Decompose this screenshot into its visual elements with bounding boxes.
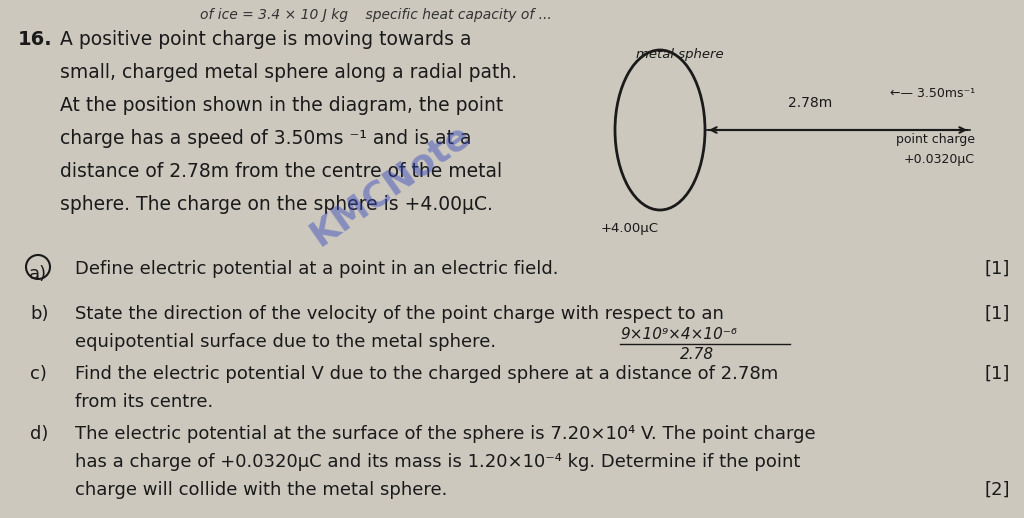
Text: metal sphere: metal sphere xyxy=(636,48,724,61)
Text: KMCNote: KMCNote xyxy=(303,118,476,253)
Text: has a charge of +0.0320μC and its mass is 1.20×10⁻⁴ kg. Determine if the point: has a charge of +0.0320μC and its mass i… xyxy=(75,453,801,471)
Text: +4.00μC: +4.00μC xyxy=(601,222,659,235)
Text: The electric potential at the surface of the sphere is 7.20×10⁴ V. The point cha: The electric potential at the surface of… xyxy=(75,425,816,443)
Text: [1]: [1] xyxy=(985,260,1010,278)
Text: 2.78: 2.78 xyxy=(680,347,714,362)
Text: Find the electric potential V due to the charged sphere at a distance of 2.78m: Find the electric potential V due to the… xyxy=(75,365,778,383)
Text: +0.0320μC: +0.0320μC xyxy=(904,153,975,166)
Text: small, charged metal sphere along a radial path.: small, charged metal sphere along a radi… xyxy=(60,63,517,82)
Text: b): b) xyxy=(30,305,48,323)
Text: c): c) xyxy=(30,365,47,383)
Text: d): d) xyxy=(30,425,48,443)
Text: [1]: [1] xyxy=(985,365,1010,383)
Text: from its centre.: from its centre. xyxy=(75,393,213,411)
Text: point charge: point charge xyxy=(896,133,975,146)
Text: equipotential surface due to the metal sphere.: equipotential surface due to the metal s… xyxy=(75,333,496,351)
Text: a): a) xyxy=(29,265,47,283)
Text: [2]: [2] xyxy=(984,481,1010,499)
Text: [1]: [1] xyxy=(985,305,1010,323)
Text: 2.78m: 2.78m xyxy=(787,96,833,110)
Text: distance of 2.78m from the centre of the metal: distance of 2.78m from the centre of the… xyxy=(60,162,502,181)
Text: At the position shown in the diagram, the point: At the position shown in the diagram, th… xyxy=(60,96,503,115)
Text: State the direction of the velocity of the point charge with respect to an: State the direction of the velocity of t… xyxy=(75,305,724,323)
Text: 9×10⁹×4×10⁻⁶: 9×10⁹×4×10⁻⁶ xyxy=(620,327,737,342)
Text: Define electric potential at a point in an electric field.: Define electric potential at a point in … xyxy=(75,260,558,278)
Text: sphere. The charge on the sphere is +4.00μC.: sphere. The charge on the sphere is +4.0… xyxy=(60,195,493,214)
Text: 16.: 16. xyxy=(18,30,52,49)
Text: A positive point charge is moving towards a: A positive point charge is moving toward… xyxy=(60,30,471,49)
Text: of ice = 3.4 × 10 J kg    specific heat capacity of ...: of ice = 3.4 × 10 J kg specific heat cap… xyxy=(200,8,552,22)
Text: charge has a speed of 3.50ms ⁻¹ and is at a: charge has a speed of 3.50ms ⁻¹ and is a… xyxy=(60,129,471,148)
Text: charge will collide with the metal sphere.: charge will collide with the metal spher… xyxy=(75,481,447,499)
Text: ←— 3.50ms⁻¹: ←— 3.50ms⁻¹ xyxy=(890,87,975,100)
